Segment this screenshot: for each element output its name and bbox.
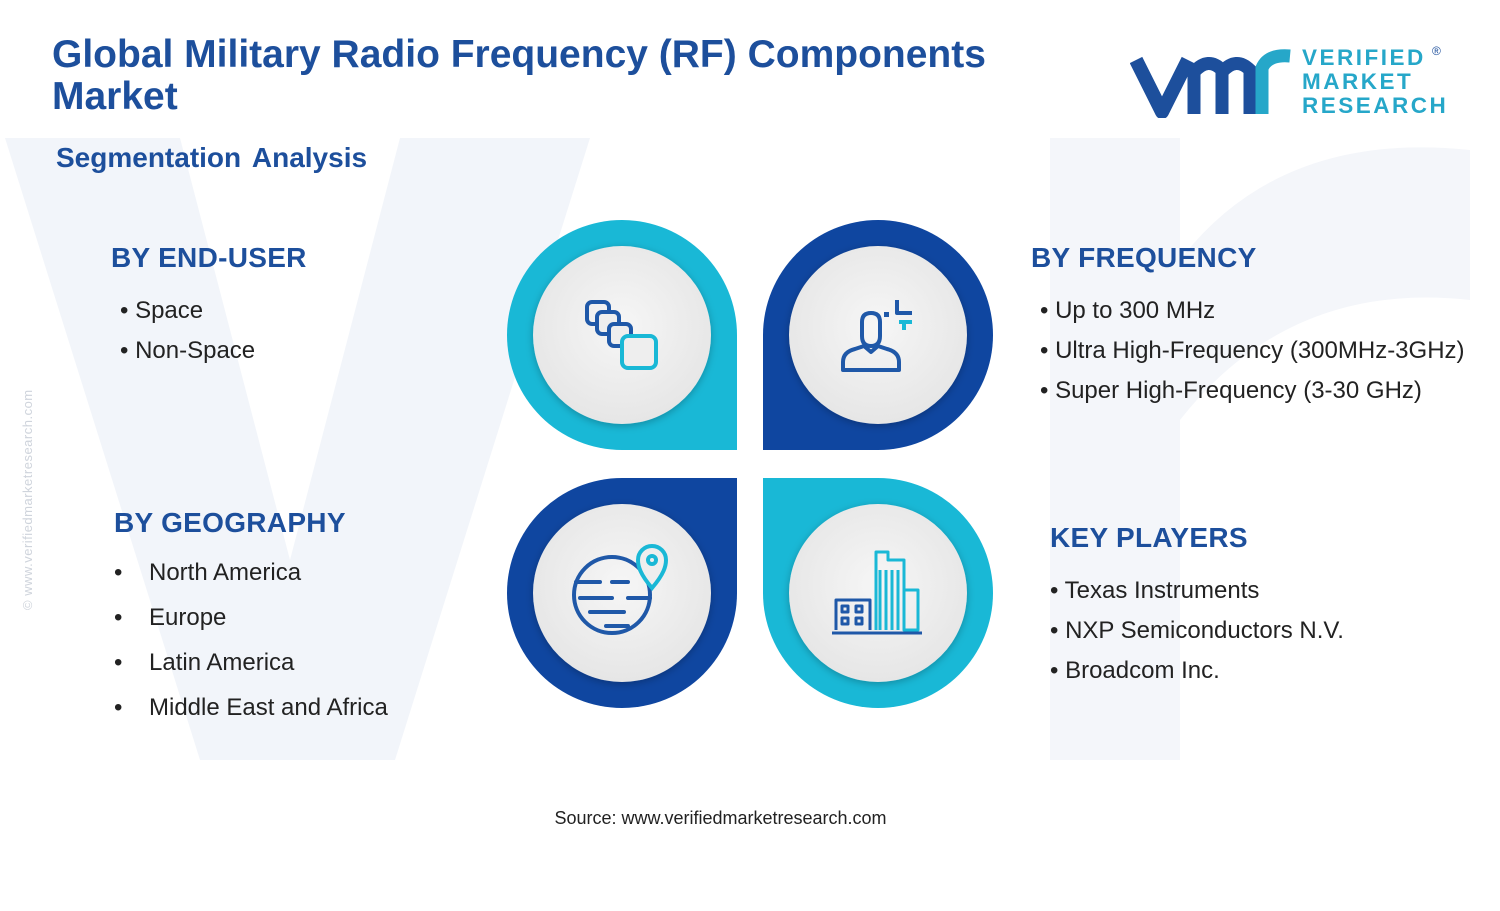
end-user-list: • Space • Non-Space bbox=[120, 291, 255, 371]
segment-heading-geography: BY GEOGRAPHY bbox=[114, 507, 346, 538]
logo-line: VERIFIED bbox=[1302, 45, 1426, 70]
list-item: • Texas Instruments bbox=[1050, 577, 1260, 604]
globe-location-icon bbox=[572, 544, 669, 635]
list-item: • NXP Semiconductors N.V. bbox=[1050, 617, 1344, 644]
side-watermark: © www.verifiedmarketresearch.com bbox=[20, 389, 35, 610]
list-item: • Space bbox=[120, 297, 204, 324]
list-item: • Europe bbox=[114, 604, 227, 631]
list-item: • Latin America bbox=[114, 649, 295, 676]
key-players-list: • Texas Instruments • NXP Semiconductors… bbox=[1050, 571, 1344, 691]
list-item: • Broadcom Inc. bbox=[1050, 657, 1220, 684]
list-item: • Ultra High-Frequency (300MHz-3GHz) bbox=[1040, 337, 1465, 364]
logo-line: RESEARCH bbox=[1302, 93, 1449, 118]
list-item: • Super High-Frequency (3-30 GHz) bbox=[1040, 377, 1422, 404]
segment-quadrants bbox=[507, 220, 993, 708]
city-buildings-icon bbox=[832, 550, 922, 635]
list-item: • Middle East and Africa bbox=[114, 694, 388, 721]
registered-mark: ® bbox=[1432, 44, 1441, 58]
stacked-squares-icon bbox=[585, 300, 658, 370]
frequency-list: • Up to 300 MHz • Ultra High-Frequency (… bbox=[1040, 291, 1465, 411]
list-item: • Non-Space bbox=[120, 337, 256, 364]
logo-wordmark: VERIFIED MARKET RESEARCH bbox=[1302, 46, 1448, 118]
source-footer: Source: www.verifiedmarketresearch.com bbox=[554, 808, 887, 828]
segment-heading-end-user: BY END-USER bbox=[111, 242, 307, 273]
segment-heading-key-players: KEY PLAYERS bbox=[1050, 522, 1248, 553]
list-item: • Up to 300 MHz bbox=[1040, 297, 1216, 324]
page-title: Global Military Radio Frequency (RF) Com… bbox=[52, 33, 986, 118]
vmr-logo-icon bbox=[1130, 49, 1291, 118]
list-item: • North America bbox=[114, 559, 302, 586]
logo-line: MARKET bbox=[1302, 69, 1414, 94]
geography-list: • North America • Europe • Latin America • M… bbox=[114, 550, 388, 730]
page-subtitle: Segmentation Analysis bbox=[56, 142, 368, 173]
segment-heading-frequency: BY FREQUENCY bbox=[1031, 242, 1257, 273]
user-profile-icon bbox=[841, 300, 912, 372]
